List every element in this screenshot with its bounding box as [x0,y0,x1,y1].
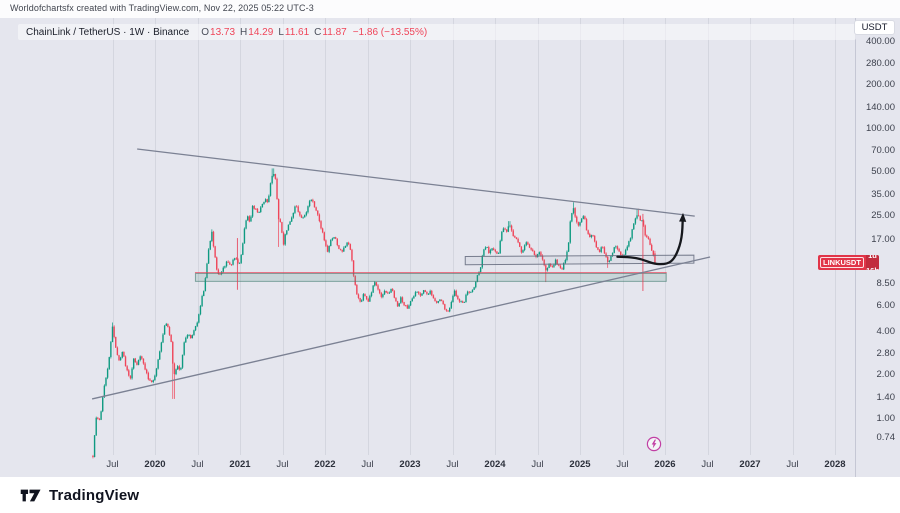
price-axis-label: 2.00 [876,369,896,381]
symbol-price-tag: LINKUSDT 1d 16h [818,255,879,270]
time-axis-label: Jul [276,459,289,470]
currency-toggle-button[interactable]: USDT [854,20,895,35]
tradingview-brand-text[interactable]: TradingView [49,486,140,504]
price-axis-label: 1.00 [876,412,896,424]
symbol-legend[interactable]: ChainLink / TetherUS · 1W · Binance O13.… [18,24,856,40]
time-axis-label: Jul [786,459,799,470]
ohlc-value: 11.61 [284,26,310,38]
price-axis-label: 17.00 [871,234,895,246]
ohlc-letter: H [240,26,248,38]
time-axis-label: 2022 [314,459,336,470]
change-value: −1.86 (−13.55%) [352,26,428,38]
time-axis-label: Jul [616,459,629,470]
time-axis-label: Jul [531,459,544,470]
time-axis-label: 2024 [484,459,506,470]
price-axis-label: 400.00 [865,35,895,47]
time-axis-label: 2021 [229,459,251,470]
price-axis-label: 100.00 [865,122,895,134]
price-axis-label: 25.00 [871,210,895,222]
price-axis-label: 35.00 [871,188,895,200]
ohlc-value: 13.73 [210,26,236,38]
time-axis-label: 2026 [654,459,676,470]
time-axis-label: 2025 [569,459,591,470]
price-axis-label: 6.00 [876,299,896,311]
attribution-text: Worldofchartsfx created with TradingView… [10,3,314,13]
time-axis[interactable]: Jul 2020 Jul 2021 Jul 2022 Jul 2023 Jul 2024 Jul 20… [0,455,900,477]
time-axis-label: Jul [446,459,459,470]
price-axis-label: 8.50 [876,278,896,290]
time-axis-label: 2020 [144,459,166,470]
price-axis-label: 280.00 [865,57,895,69]
time-axis-label: Jul [701,459,714,470]
symbol-title: ChainLink / TetherUS · 1W · Binance [26,26,190,38]
price-axis-label: 200.00 [865,79,895,91]
price-axis-label: 0.74 [876,431,896,443]
price-axis-label: 2.80 [876,347,896,359]
price-axis-label: 50.00 [871,166,895,178]
ohlc-letter: O [201,26,210,38]
price-axis-label: 4.00 [876,325,896,337]
ohlc-letter: L [278,26,284,38]
time-axis-label: Jul [106,459,119,470]
bar-countdown: 1d 16h [865,255,879,270]
tradingview-logo-icon[interactable] [20,488,42,503]
ohlc-letter: C [314,26,322,38]
time-axis-label: Jul [191,459,204,470]
ohlc-value: 14.29 [248,26,274,38]
price-axis-label: 1.40 [876,391,896,403]
event-lightning-icon[interactable] [646,436,662,452]
price-tag-symbol: LINKUSDT [820,257,864,268]
time-axis-label: 2028 [824,459,846,470]
time-axis-label: 2023 [399,459,421,470]
time-axis-label: Jul [361,459,374,470]
ohlc-values: O13.73 H14.29 L11.61 C11.87 [196,27,346,38]
top-strip: Worldofchartsfx created with TradingView… [0,0,900,18]
time-axis-label: 2027 [739,459,761,470]
price-axis-label: 70.00 [871,145,895,157]
price-axis[interactable]: 400.00 280.00 200.00 140.00 100.00 70.00 50.00… [855,18,900,458]
price-axis-label: 140.00 [865,101,895,113]
footer-bar: TradingView [0,477,900,513]
ohlc-value: 11.87 [322,26,347,38]
